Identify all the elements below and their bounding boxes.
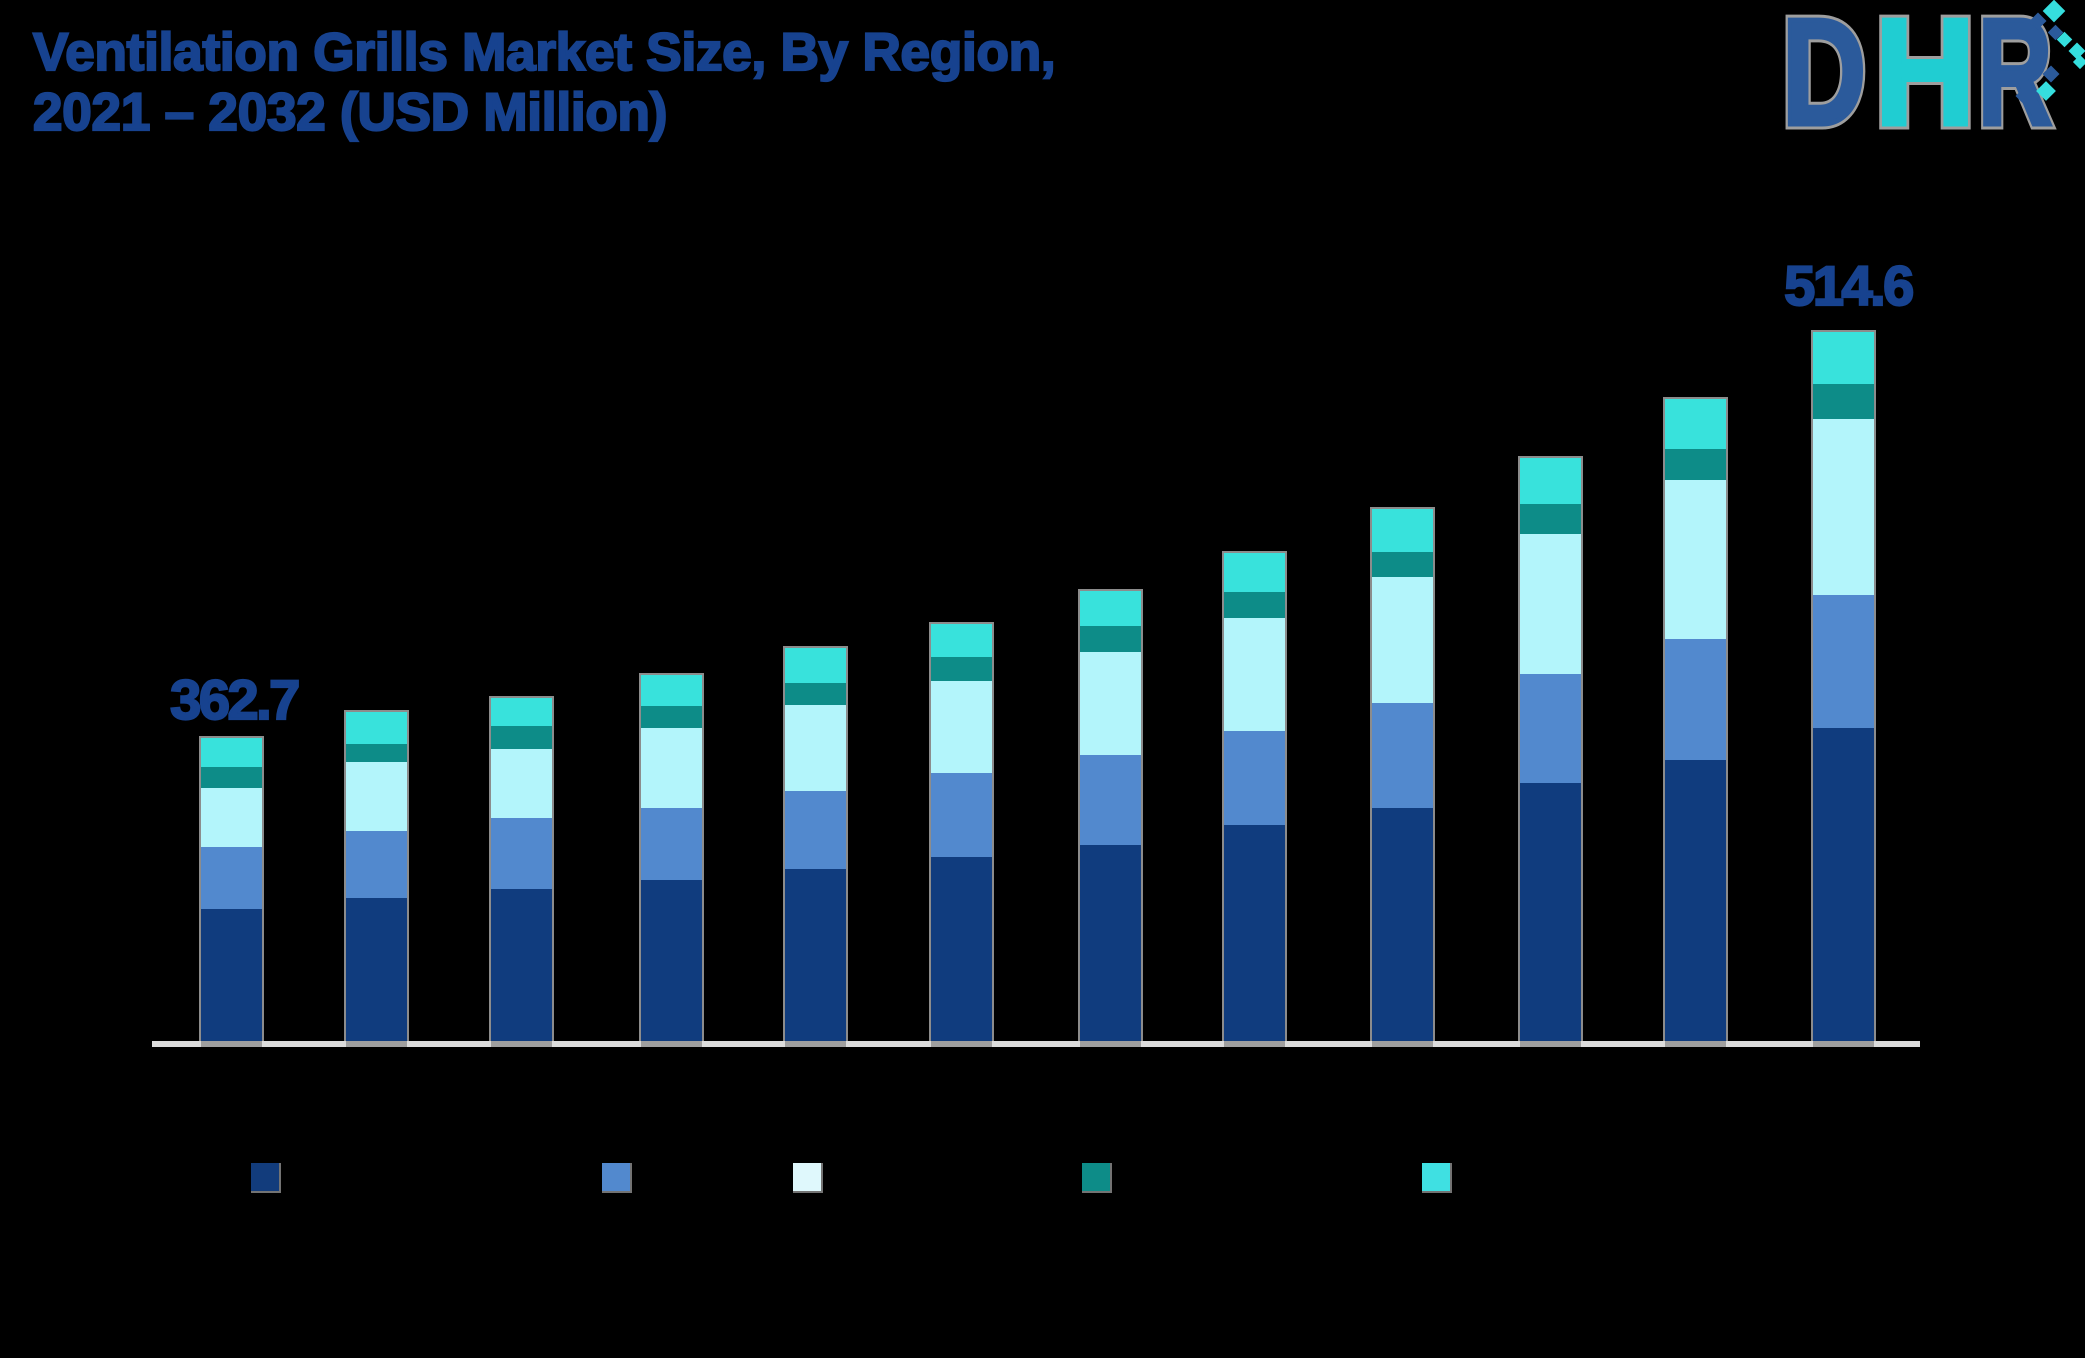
svg-text:D: D: [1782, 0, 1866, 140]
svg-text:H: H: [1875, 0, 1975, 140]
svg-text:D: D: [1782, 0, 1866, 140]
svg-text:H: H: [1875, 0, 1975, 140]
